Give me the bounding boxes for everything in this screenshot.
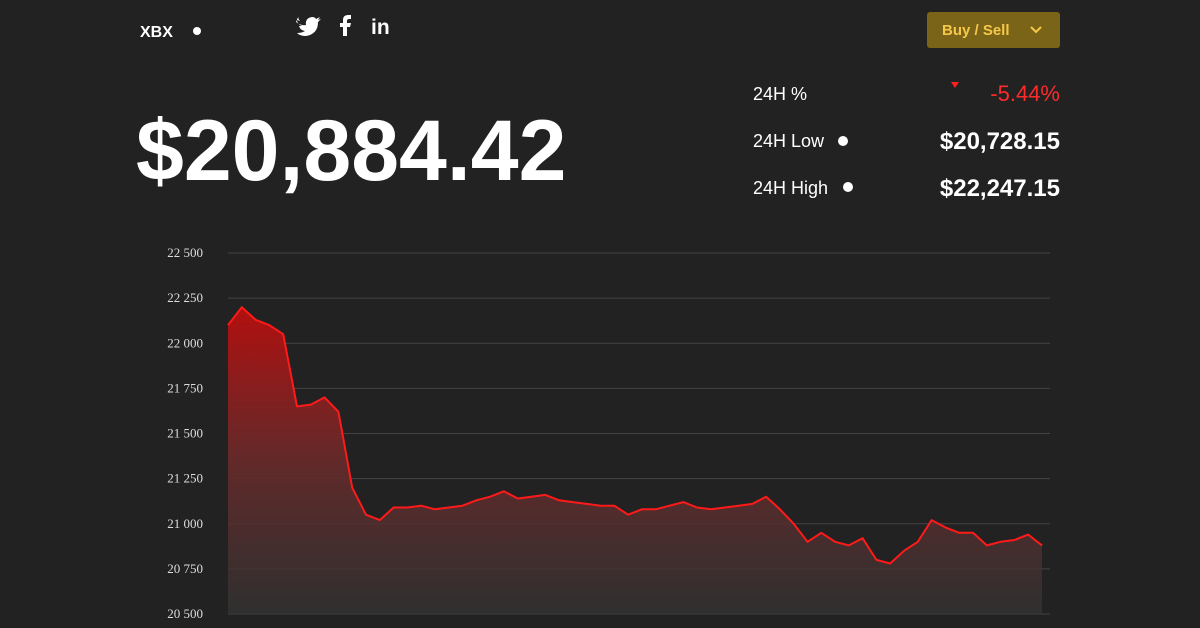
y-tick-label: 21 000 (167, 516, 203, 531)
y-tick-label: 21 750 (167, 380, 203, 395)
y-tick-label: 21 500 (167, 426, 203, 441)
symbol-icon (193, 27, 201, 35)
button-bg[interactable] (927, 12, 1060, 48)
stat-value: $22,247.15 (940, 175, 1060, 202)
chevron[interactable] (1030, 26, 1042, 34)
stat-label: 24H High (753, 178, 828, 198)
stat-value: $20,728.15 (940, 128, 1060, 155)
info-icon[interactable] (838, 136, 848, 146)
facebook-icon[interactable] (340, 15, 351, 36)
price: $20,884.42 (136, 103, 566, 199)
symbol: XBX (140, 24, 173, 41)
stat-label: 24H % (753, 84, 807, 104)
y-tick-label: 22 000 (167, 335, 203, 350)
down-arrow (951, 82, 959, 88)
y-tick-label: 22 500 (167, 245, 203, 260)
price-chart: 20 500 20 750 21 000 21 250 21 500 21 750 22 0… (167, 245, 1050, 621)
button-label[interactable]: Buy / Sell (942, 22, 1010, 39)
y-tick-label: 21 250 (167, 471, 203, 486)
buy-sell-button[interactable]: Buy / Sell (927, 12, 1060, 48)
stat-value: -5.44% (990, 81, 1060, 106)
info-icon[interactable] (843, 182, 853, 192)
social-icons: in (296, 15, 390, 39)
y-tick-label: 20 500 (167, 606, 203, 621)
area-fill (228, 307, 1042, 614)
stat-label: 24H Low (753, 131, 825, 151)
y-tick-label: 22 250 (167, 290, 203, 305)
price-line (227, 306, 1043, 565)
linkedin-icon[interactable]: in (371, 16, 390, 39)
y-tick-label: 20 750 (167, 561, 203, 576)
twitter-icon[interactable] (296, 15, 321, 36)
